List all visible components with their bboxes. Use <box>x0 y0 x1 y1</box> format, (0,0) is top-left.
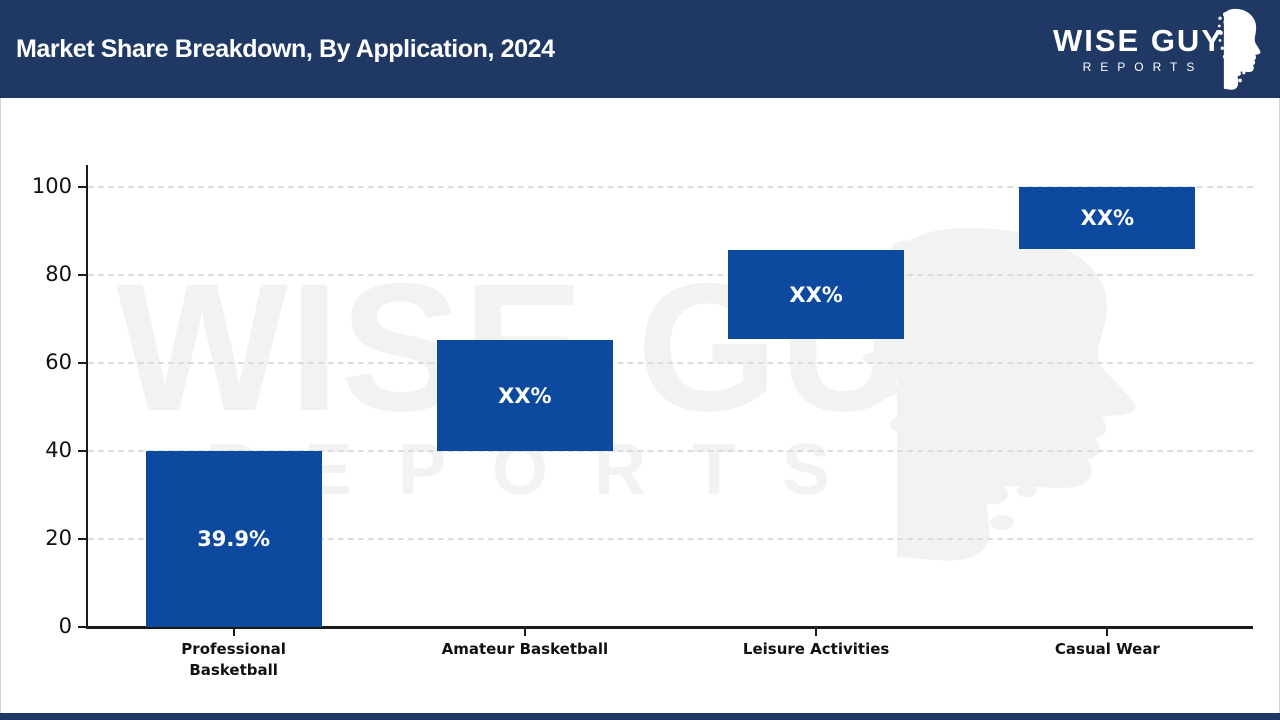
x-category-label: Professional Basketball <box>181 640 286 679</box>
bar-value-label: XX% <box>498 383 552 408</box>
x-tick-mark <box>523 629 526 636</box>
x-tick-mark <box>815 629 818 636</box>
x-category-label: Leisure Activities <box>742 640 890 658</box>
x-tick-mark <box>232 629 235 636</box>
gridline-60 <box>88 362 1253 364</box>
bar-value-label: 39.9% <box>197 527 271 552</box>
bar-1: 39.9% <box>145 451 322 627</box>
header-bar: Market Share Breakdown, By Application, … <box>0 0 1280 98</box>
y-tick-mark <box>78 538 86 540</box>
y-tick-mark <box>78 626 86 628</box>
x-category-label: Amateur Basketball <box>441 640 609 658</box>
logo-subtitle: REPORTS <box>1082 60 1204 74</box>
bar-value-label: XX% <box>789 282 843 307</box>
logo-text: WISE GUY REPORTS <box>1053 25 1224 73</box>
y-tick-label: 80 <box>45 262 72 286</box>
bar-value-label: XX% <box>1080 205 1135 230</box>
gridline-80 <box>88 274 1253 276</box>
y-tick-mark <box>78 450 86 452</box>
footer-bar <box>0 713 1280 720</box>
bar-4: XX% <box>1019 187 1196 249</box>
bar-3: XX% <box>728 249 905 340</box>
bar-2: XX% <box>436 340 613 451</box>
x-axis-line <box>86 626 1253 629</box>
wise-guy-logo: WISE GUY REPORTS <box>1053 6 1266 92</box>
x-tick-mark <box>1106 629 1109 636</box>
y-tick-label: 40 <box>45 438 72 462</box>
y-axis-line <box>86 165 88 629</box>
y-tick-label: 100 <box>31 174 72 198</box>
y-tick-mark <box>78 186 86 188</box>
logo-wordmark: WISE GUY <box>1052 23 1224 58</box>
page-title: Market Share Breakdown, By Application, … <box>16 34 555 63</box>
gridline-20 <box>88 538 1253 540</box>
y-tick-label: 60 <box>45 350 72 374</box>
y-tick-label: 0 <box>58 614 72 638</box>
y-tick-mark <box>78 274 86 276</box>
x-category-label: Casual Wear <box>1054 640 1160 658</box>
gridline-100 <box>88 186 1253 188</box>
y-tick-mark <box>78 362 86 364</box>
gridline-40 <box>88 450 1253 452</box>
page-left-border <box>0 98 1 713</box>
y-tick-label: 20 <box>45 526 72 550</box>
